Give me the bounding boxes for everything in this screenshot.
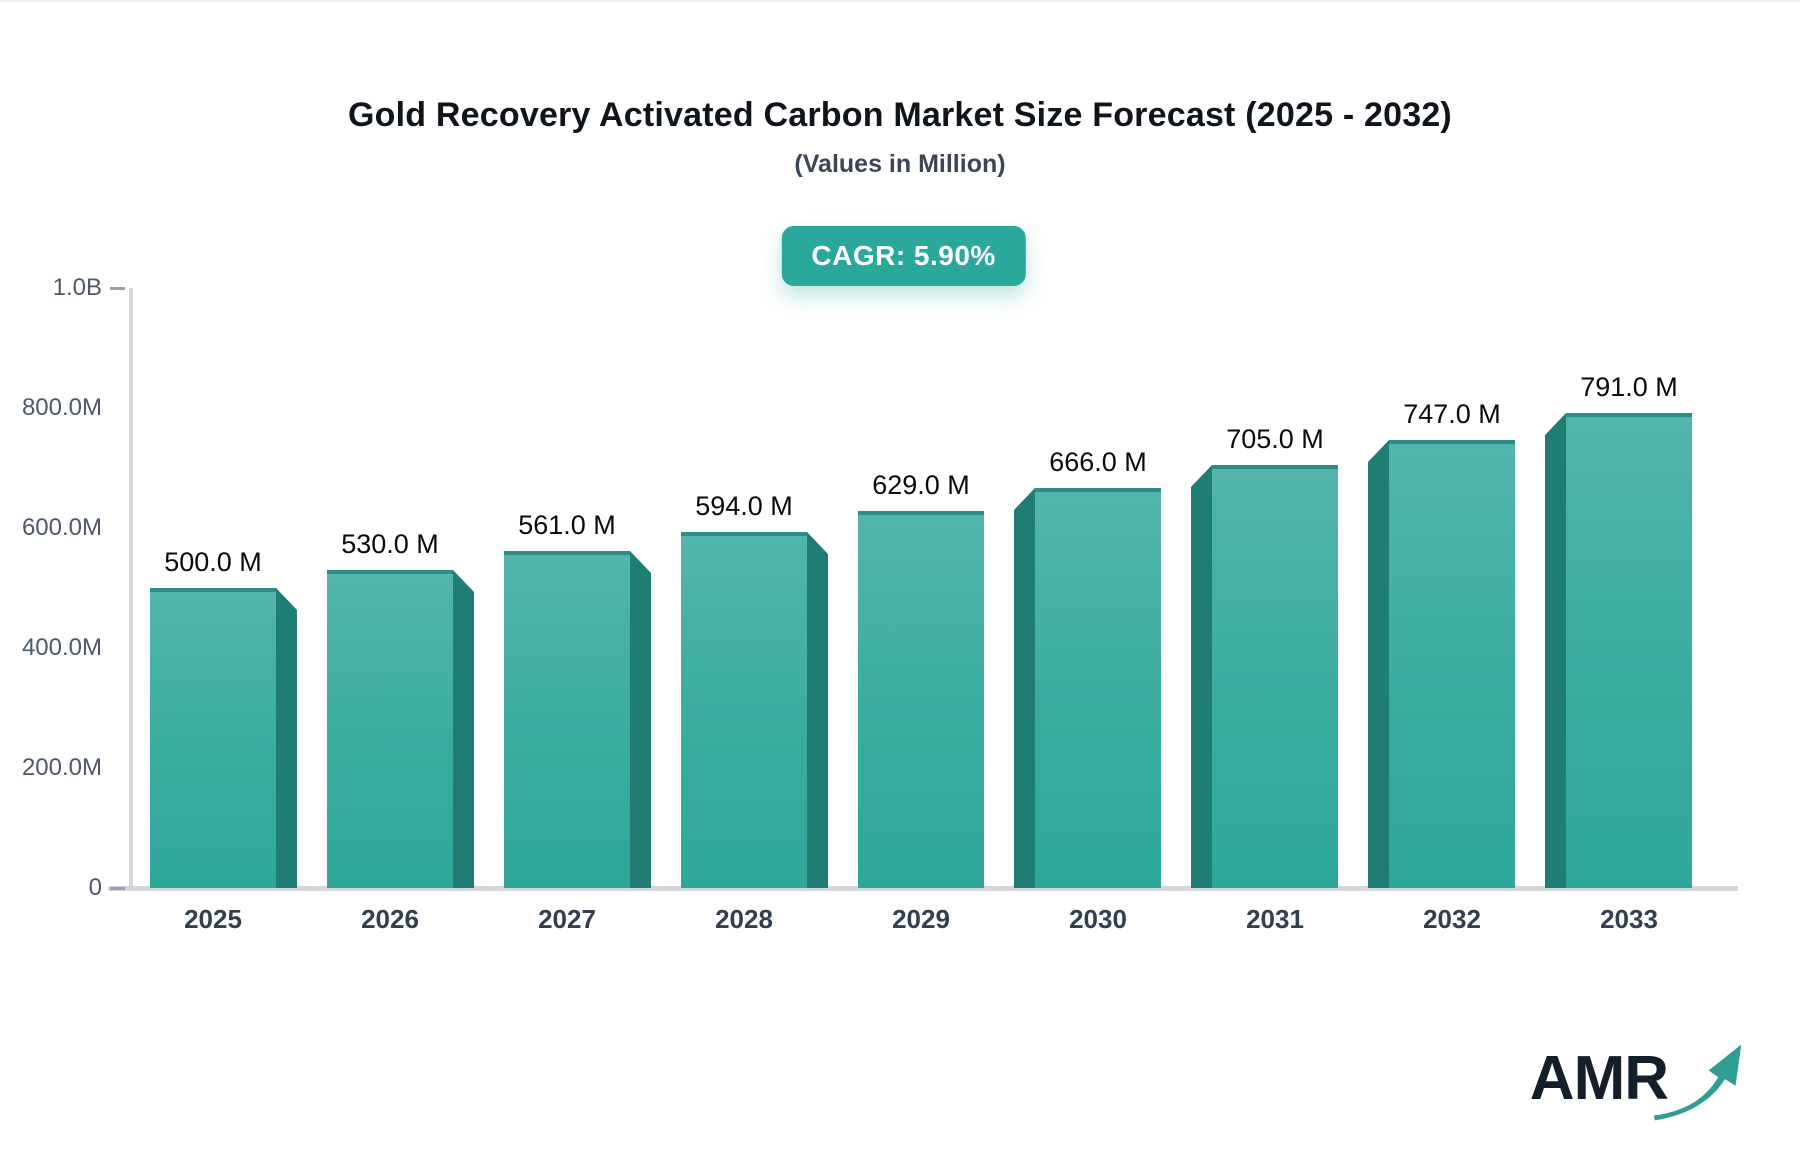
x-axis-year-label: 2032 — [1423, 904, 1481, 934]
x-axis-year-label: 2025 — [184, 904, 242, 934]
chart-title: Gold Recovery Activated Carbon Market Si… — [348, 96, 1452, 134]
bar-2025[interactable] — [150, 588, 276, 888]
y-axis-line — [129, 288, 133, 889]
bar-side-face — [630, 573, 651, 888]
amr-logo: AMR — [1529, 1040, 1748, 1121]
bar-side-face — [276, 610, 297, 888]
cagr-badge: CAGR: 5.90% — [781, 226, 1026, 286]
y-axis-tick-label: 200.0M — [21, 754, 102, 781]
bar-side-face — [1545, 435, 1566, 888]
bar-side-face — [807, 554, 828, 888]
bar-top-bevel — [453, 570, 474, 592]
bar-2026[interactable] — [327, 570, 453, 888]
bar-side-face — [1191, 487, 1212, 888]
bar-value-label: 500.0 M — [164, 547, 262, 577]
bar-value-label: 561.0 M — [518, 510, 616, 540]
x-axis-year-label: 2031 — [1246, 904, 1304, 934]
amr-logo-text: AMR — [1529, 1044, 1669, 1113]
bar-value-label: 791.0 M — [1580, 372, 1678, 402]
x-axis-year-label: 2030 — [1069, 904, 1127, 934]
x-axis-year-label: 2029 — [892, 904, 950, 934]
bar-value-label: 530.0 M — [341, 529, 439, 559]
bar-2030[interactable] — [1035, 488, 1161, 888]
x-axis-year-label: 2026 — [361, 904, 419, 934]
bar-value-label: 629.0 M — [872, 470, 970, 500]
y-axis-tick-label: 400.0M — [21, 634, 102, 661]
bar-side-face — [1368, 462, 1389, 888]
growth-arrow-icon — [1653, 1044, 1742, 1121]
bar-value-label: 666.0 M — [1049, 447, 1147, 477]
x-axis-year-label: 2033 — [1600, 904, 1658, 934]
y-axis-tick-mark — [110, 287, 125, 290]
x-axis-year-label: 2027 — [538, 904, 596, 934]
y-axis-tick-label: 800.0M — [21, 394, 102, 421]
chart-subtitle: (Values in Million) — [794, 150, 1006, 178]
bar-2028[interactable] — [681, 532, 807, 888]
y-axis-tick-mark — [110, 887, 125, 890]
bar-2029[interactable] — [858, 511, 984, 888]
y-axis-tick-label: 1.0B — [52, 274, 102, 301]
bar-top-bevel — [630, 551, 651, 573]
bar-2027[interactable] — [504, 551, 630, 888]
bar-2031[interactable] — [1212, 465, 1338, 888]
y-axis-tick-label: 600.0M — [21, 514, 102, 541]
bar-side-face — [453, 592, 474, 888]
bar-top-bevel — [807, 532, 828, 554]
bar-2033[interactable] — [1566, 413, 1692, 888]
bar-top-bevel — [276, 588, 297, 610]
x-axis-line — [108, 886, 1738, 891]
bar-value-label: 705.0 M — [1226, 424, 1324, 454]
bar-2032[interactable] — [1389, 440, 1515, 888]
bar-value-label: 747.0 M — [1403, 399, 1501, 429]
x-axis-year-label: 2028 — [715, 904, 773, 934]
bar-side-face — [1014, 510, 1035, 888]
y-axis-tick-label: 0 — [88, 874, 102, 901]
bar-value-label: 594.0 M — [695, 491, 793, 521]
